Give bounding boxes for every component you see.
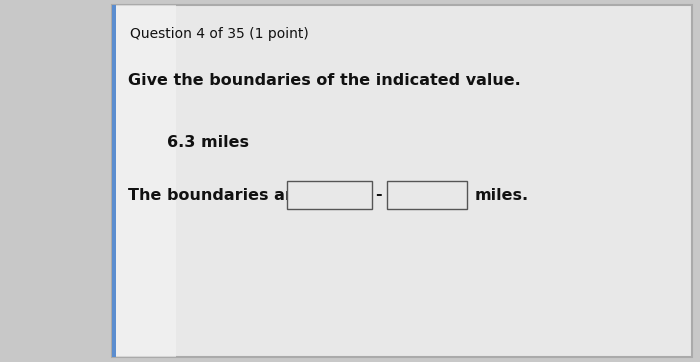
Text: Question 4 of 35 (1 point): Question 4 of 35 (1 point) bbox=[130, 27, 309, 41]
Bar bbox=[287, 181, 372, 209]
Text: -: - bbox=[375, 188, 382, 202]
Text: The boundaries are: The boundaries are bbox=[128, 188, 304, 202]
Bar bbox=[387, 181, 467, 209]
Bar bbox=[112, 5, 692, 357]
Text: miles.: miles. bbox=[475, 188, 529, 202]
Text: Give the boundaries of the indicated value.: Give the boundaries of the indicated val… bbox=[128, 73, 521, 88]
Bar bbox=[112, 5, 116, 357]
Bar bbox=[116, 5, 176, 357]
Text: 6.3 miles: 6.3 miles bbox=[167, 135, 249, 150]
